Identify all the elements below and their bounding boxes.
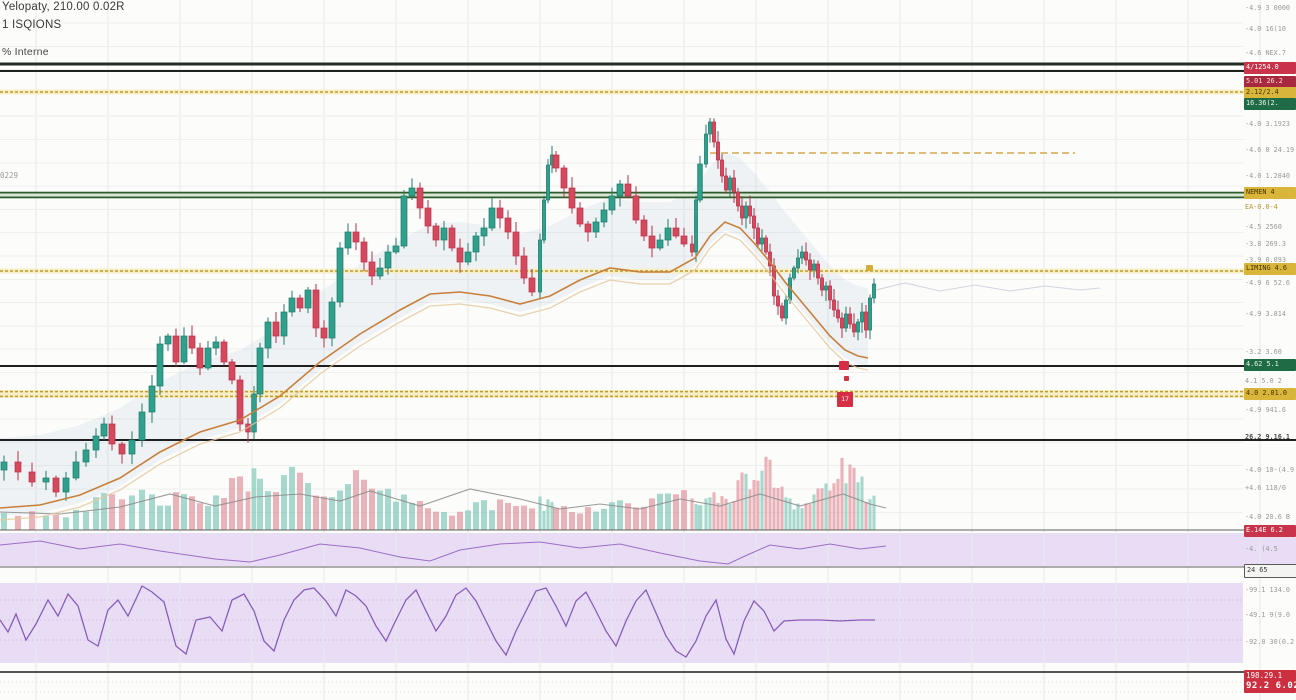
gold-level-marker[interactable] (866, 265, 873, 271)
price-axis-label: -3.9 0.093 (1245, 256, 1286, 264)
price-axis-label: -4.9 3.814 (1245, 310, 1286, 318)
price-axis-label: -4.9 3 0000 (1245, 4, 1291, 12)
price-axis-label: -4.5 2560 (1245, 223, 1282, 231)
price-level-tag: NEMEN 4 (1244, 187, 1296, 199)
price-axis-label: 4.1 5.0 2 (1245, 377, 1282, 385)
symbol-subtitle: 1 ISQIONS (2, 19, 62, 31)
price-level-tag: 16.36(2. (1244, 98, 1296, 110)
price-axis-label: -49.1 9(9.0 (1245, 611, 1291, 619)
price-level-tag: 2.12/2.4 (1244, 87, 1296, 99)
price-axis-label: +4.6 118/0 (1245, 484, 1286, 492)
price-axis-label: -4.0 10-(4.9 (1245, 466, 1295, 474)
price-axis-label: -92.8 30(0.2 (1245, 638, 1295, 646)
alert-marker[interactable] (844, 376, 849, 381)
price-axis-label: -4.6 NEX.7 (1245, 49, 1286, 57)
price-level-tag: 24 65 (1244, 564, 1296, 578)
price-axis-label: -4.0 16(10 (1245, 25, 1286, 33)
price-axis-label: -4.6 0 24.19 (1245, 146, 1295, 154)
symbol-title: Yelopaty, 210.00 0.02R (2, 1, 125, 13)
price-level-tag: 4/1254.0 (1244, 62, 1296, 74)
price-level-tag: LIMING 4.6 (1244, 263, 1296, 275)
price-axis-label: -3.8 269.3 (1245, 240, 1286, 248)
price-axis-label: -99.1 134.0 (1245, 586, 1291, 594)
price-level-tag: 198.29.1 92.2 6.02 (1244, 670, 1296, 693)
price-level-tag: E.14E 6.2 (1244, 525, 1296, 537)
price-axis-label: -4.0 20.6 B (1245, 513, 1291, 521)
indicator-label: % Interne (2, 46, 49, 58)
price-level-tag: 4.0 2.01.0 (1244, 388, 1296, 400)
price-axis-label: -4.0 1.2840 (1245, 172, 1291, 180)
price-axis-label: -4.9 941.6 (1245, 406, 1286, 414)
alert-marker[interactable]: 17 (837, 392, 853, 407)
drawing-note: 0229 (0, 171, 19, 180)
price-axis-label: -3.2 3.60 (1245, 348, 1282, 356)
price-axis-label: -4. (4.5 (1245, 545, 1278, 553)
price-level-tag: 4.62 5.1 (1244, 359, 1296, 371)
price-level-tag: 5.01 26.2 (1244, 76, 1296, 88)
price-axis-label: 26.2 9.16.1 (1245, 433, 1291, 441)
price-axis-label: -4.9 6 52.6 (1245, 279, 1291, 287)
alert-marker[interactable] (839, 361, 849, 370)
price-axis-label: EA-0.0-4 (1245, 203, 1278, 211)
price-axis-label: -4.0 3.1923 (1245, 120, 1291, 128)
